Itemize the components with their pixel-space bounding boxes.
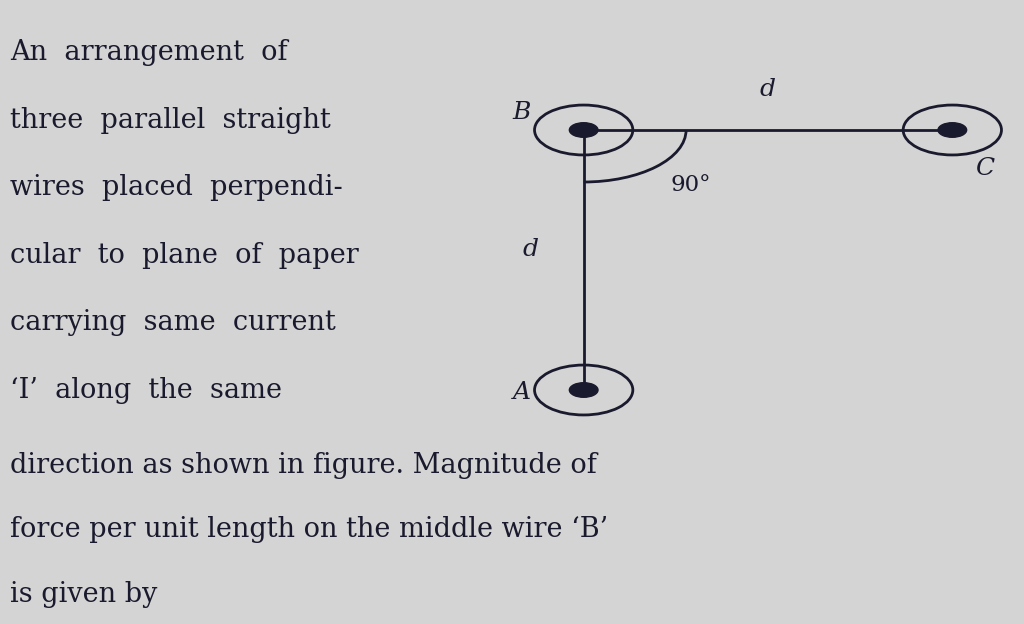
- Text: ‘I’  along  the  same: ‘I’ along the same: [10, 377, 283, 404]
- Text: C: C: [975, 157, 994, 180]
- Text: is given by: is given by: [10, 582, 158, 608]
- Text: carrying  same  current: carrying same current: [10, 310, 336, 336]
- Text: direction as shown in figure. Magnitude of: direction as shown in figure. Magnitude …: [10, 452, 597, 479]
- Text: An  arrangement  of: An arrangement of: [10, 39, 288, 66]
- Circle shape: [938, 123, 967, 137]
- Circle shape: [569, 383, 598, 397]
- Text: A: A: [512, 381, 530, 404]
- Text: cular  to  plane  of  paper: cular to plane of paper: [10, 242, 359, 269]
- Text: d: d: [760, 79, 776, 101]
- Text: wires  placed  perpendi-: wires placed perpendi-: [10, 174, 343, 201]
- Text: three  parallel  straight: three parallel straight: [10, 107, 331, 134]
- Text: force per unit length on the middle wire ‘B’: force per unit length on the middle wire…: [10, 516, 608, 543]
- Text: d: d: [522, 238, 539, 261]
- Text: 90°: 90°: [671, 173, 712, 195]
- Text: B: B: [512, 100, 530, 124]
- Circle shape: [569, 123, 598, 137]
